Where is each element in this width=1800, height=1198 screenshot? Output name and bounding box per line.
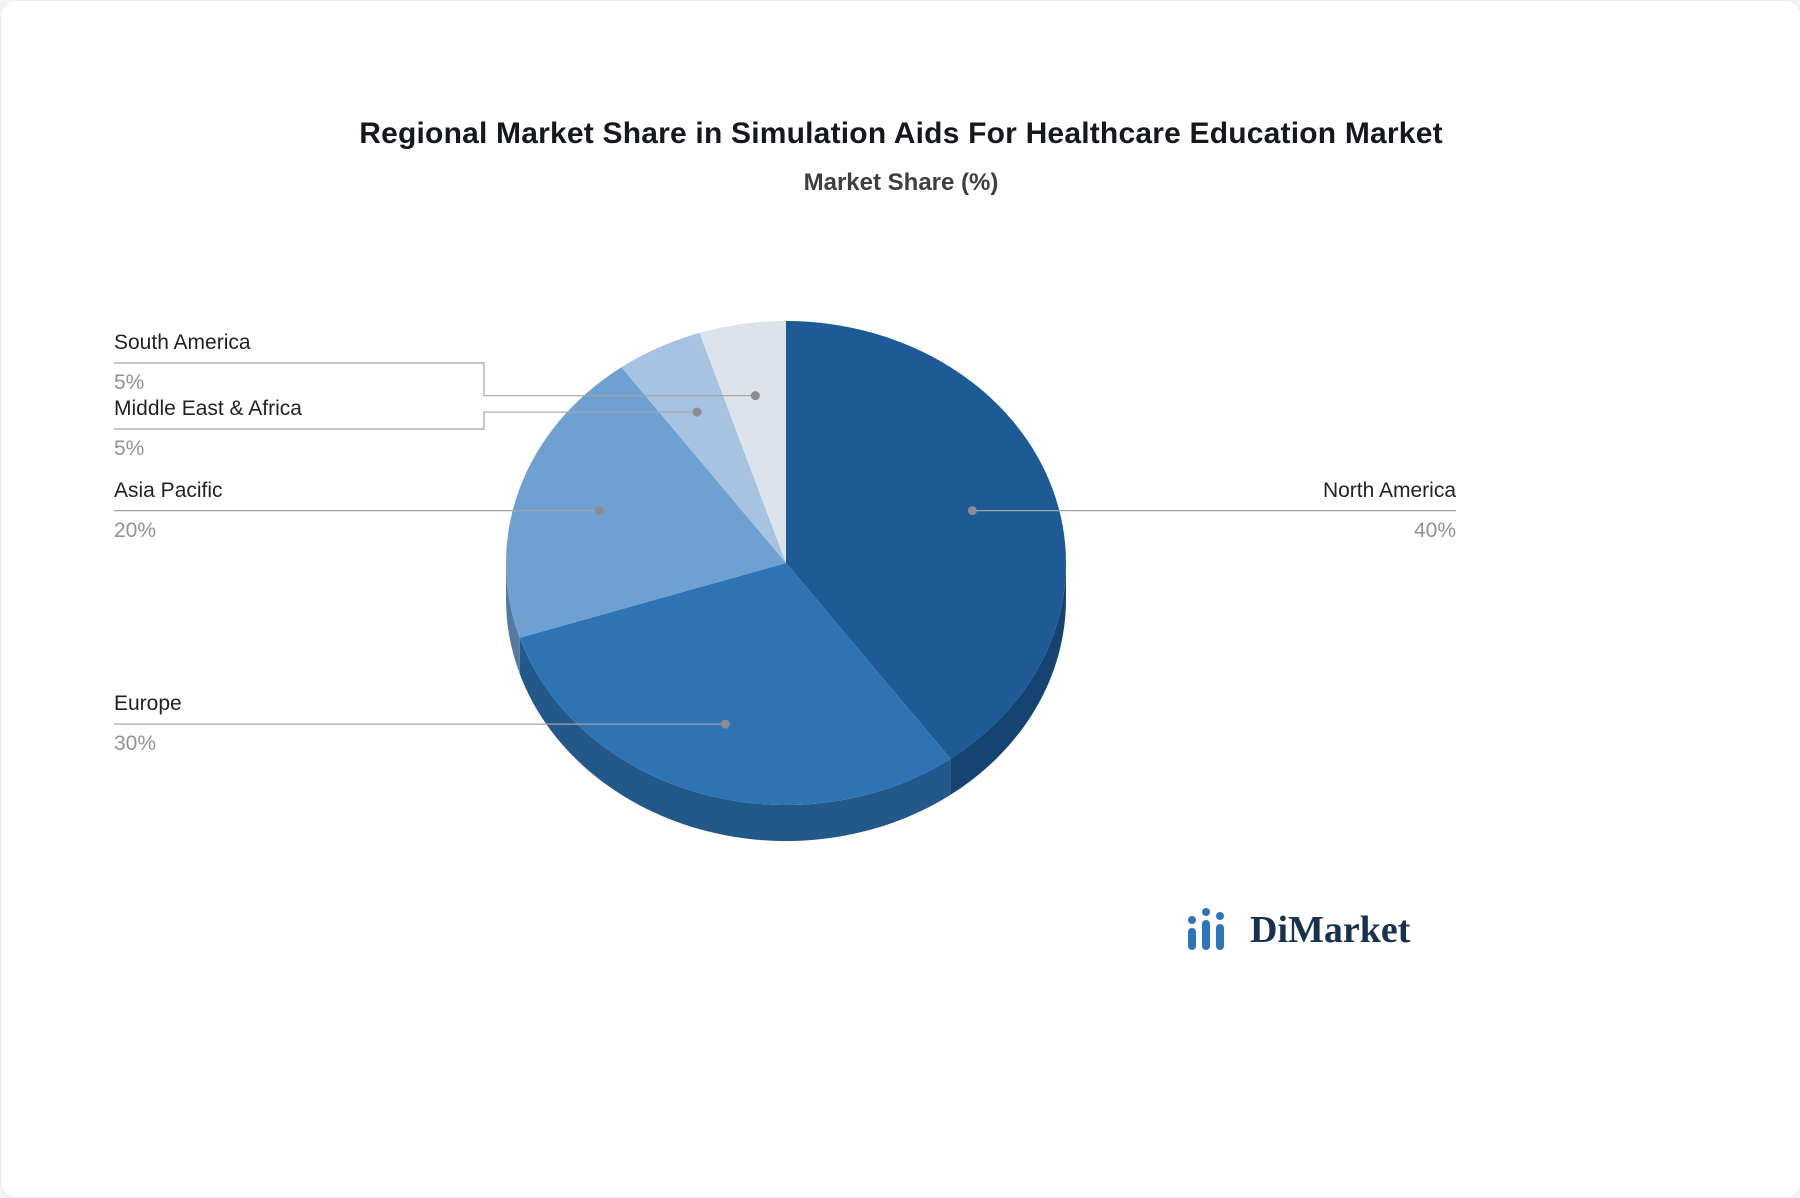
brand-name: DiMarket [1250,909,1411,951]
brand-logo: DiMarket [1186,906,1410,954]
pie-slice-side [506,563,520,674]
leader-dot [595,506,605,516]
leader-dot [692,407,702,417]
pie-depth-group [506,563,1066,841]
pie-slice-side [519,637,951,841]
slice-label-value: 5% [114,371,145,394]
pie-slice-side [950,563,1066,795]
slice-label-name: Europe [114,692,182,716]
chart-subtitle: Market Share (%) [803,169,999,196]
leader-line [114,362,756,397]
slice-label-value: 30% [114,732,157,756]
bar-chart-icon [1188,908,1224,950]
slice-label-name: Middle East & Africa [114,397,302,420]
leader-lines-group [114,362,1456,729]
pie-slice [519,563,951,805]
slice-label-value: 40% [1413,518,1456,542]
leader-dot [750,391,760,401]
leader-dot [967,506,977,516]
pie-slice [699,321,786,563]
chart-header: Regional Market Share in Simulation Aids… [1,1,1800,197]
chart-title: Regional Market Share in Simulation Aids… [359,117,1443,150]
slice-label-name: Asia Pacific [114,478,223,502]
slice-label-value: 5% [114,437,145,460]
slice-label-value: 20% [114,518,157,542]
pie-slice [506,367,786,638]
pie-faces-group [506,321,1066,805]
slice-label-name: South America [114,331,251,354]
pie-slice [621,332,786,563]
leader-dot [720,719,730,729]
pie-slice [786,321,1066,759]
slice-label-name: North America [1322,478,1456,502]
